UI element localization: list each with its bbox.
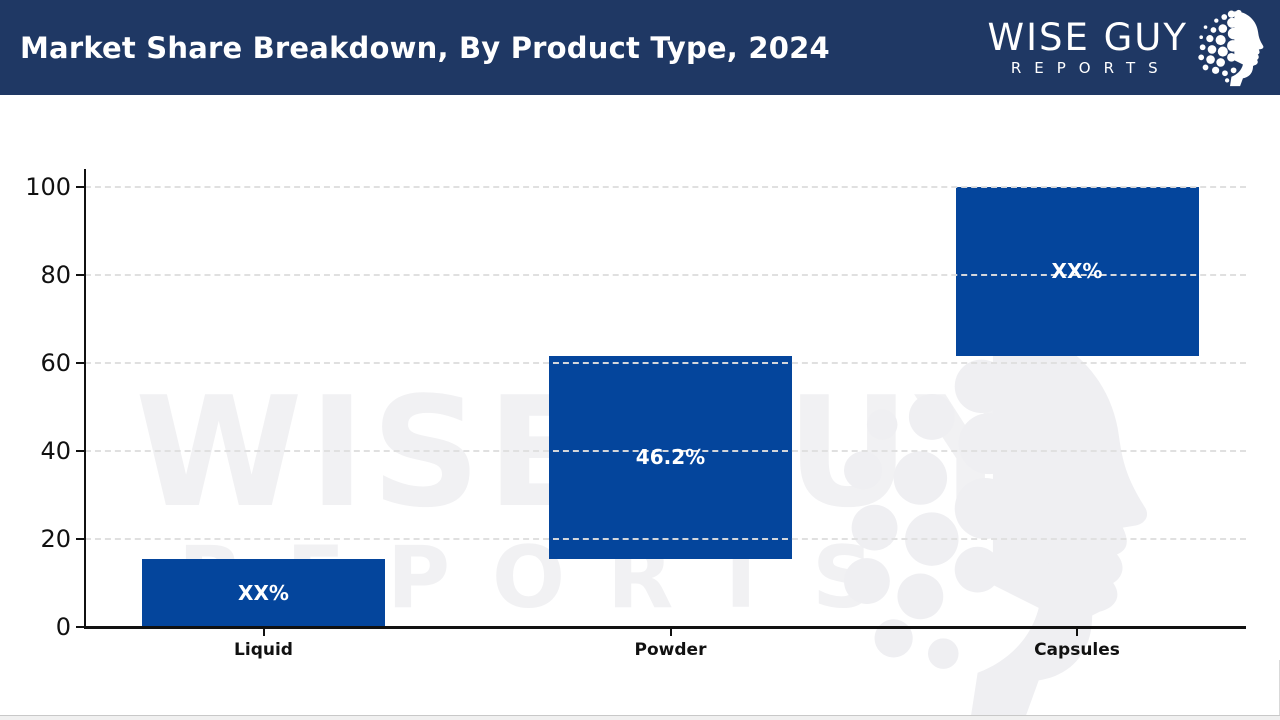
plot-area: WISE GUY REPORTS XX% 46.2% XX% 0 20 40 60 80 10… (0, 95, 1280, 720)
y-tick-40 (76, 450, 85, 452)
y-tick-0 (76, 626, 85, 628)
bar-capsules (955, 187, 1199, 356)
y-tick-label-0: 0 (55, 613, 71, 641)
header: Market Share Breakdown, By Product Type,… (0, 0, 1280, 95)
watermark-head-icon (844, 325, 1148, 720)
x-tick-label-liquid: Liquid (234, 640, 293, 660)
y-tick-label-20: 20 (40, 525, 71, 553)
gridline-20 (85, 538, 1246, 540)
y-axis-line (84, 169, 86, 629)
bar-label-liquid: XX% (238, 580, 289, 605)
bar-label-capsules: XX% (1051, 259, 1103, 284)
gridline-100 (85, 186, 1246, 188)
gridline-40 (85, 450, 1246, 452)
y-tick-label-80: 80 (40, 261, 71, 289)
logo-text: WISE GUY REPORTS (988, 19, 1188, 76)
y-tick-label-100: 100 (25, 173, 71, 201)
gridline-60 (85, 362, 1246, 364)
y-tick-80 (76, 274, 85, 276)
dotted-head-profile-icon (1198, 9, 1264, 86)
x-tick-liquid (262, 629, 265, 636)
y-tick-20 (76, 538, 85, 540)
y-tick-60 (76, 362, 85, 364)
x-tick-capsules (1076, 629, 1078, 636)
y-tick-100 (76, 186, 85, 188)
x-axis-line (84, 626, 1246, 629)
page-title: Market Share Breakdown, By Product Type,… (20, 30, 830, 65)
y-tick-label-60: 60 (40, 349, 71, 377)
bottom-edge-border (0, 715, 1280, 720)
wise-guy-reports-logo: WISE GUY REPORTS (988, 8, 1280, 88)
logo-subtitle: REPORTS (1010, 59, 1171, 77)
bar-powder (549, 355, 792, 559)
gridline-80 (85, 274, 1246, 276)
bar-label-powder: 46.2% (635, 445, 706, 470)
bar-liquid (142, 558, 385, 627)
logo-wordmark: WISE GUY (987, 16, 1188, 59)
x-tick-powder (669, 629, 672, 636)
y-tick-label-40: 40 (40, 437, 71, 465)
x-tick-label-powder: Powder (634, 640, 707, 660)
x-tick-label-capsules: Capsules (1034, 640, 1120, 660)
